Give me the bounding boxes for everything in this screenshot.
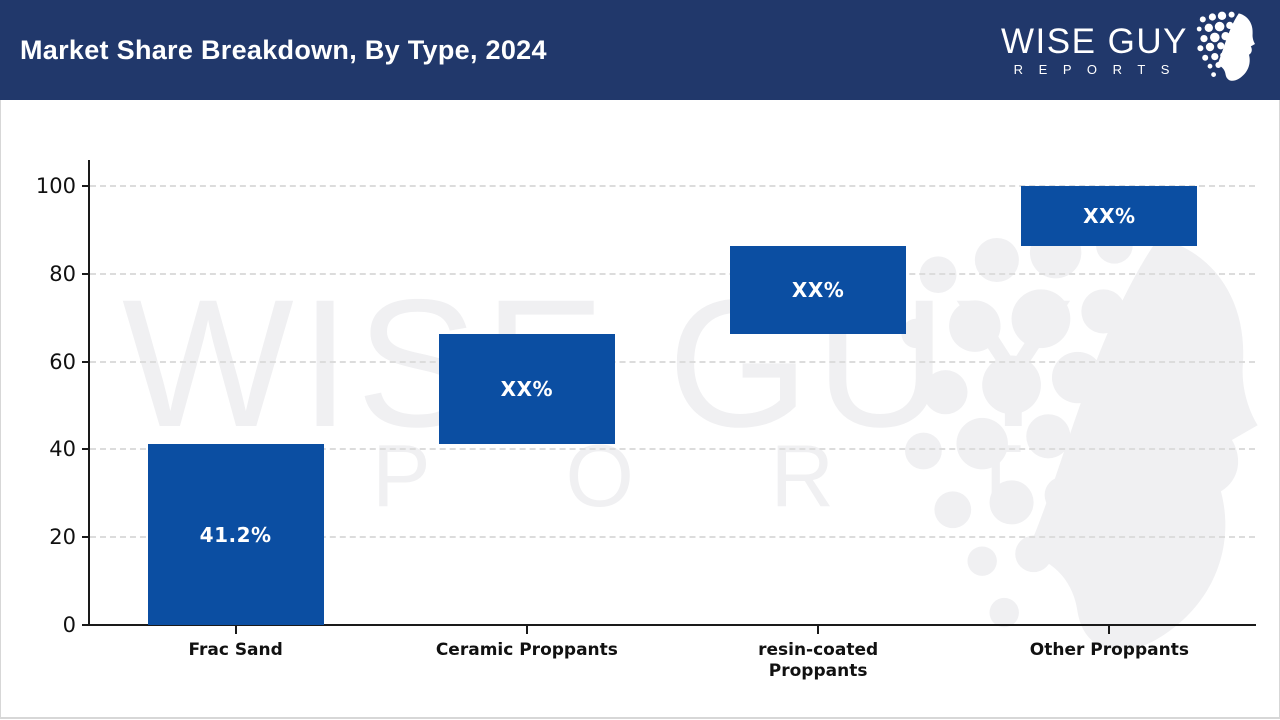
y-tick-40 [82,448,90,451]
gridline-60 [90,360,1255,363]
x-axis-line [88,624,1256,626]
x-tick-1 [234,626,237,634]
y-tick-20 [82,536,90,539]
bar-value-label: XX% [500,377,554,402]
gridline-20 [90,536,1255,539]
page-border-left [0,100,1,718]
y-axis-label-60: 60 [49,349,76,374]
page-border-bottom [0,717,1280,719]
x-axis-label: resin-coated Proppants [758,640,879,681]
header-bar: Market Share Breakdown, By Type, 2024 WI… [0,0,1280,100]
x-tick-4 [1108,626,1111,634]
bar-value-label: 41.2% [199,522,272,547]
gridline-80 [90,272,1255,275]
y-axis-line [88,160,90,626]
y-axis-label-0: 0 [62,613,76,637]
bar-4: XX% [1021,186,1198,246]
y-tick-0 [82,624,90,626]
bar-value-label: XX% [791,277,845,302]
x-tick-3 [817,626,820,634]
bar-2: XX% [438,333,615,445]
brand-wordmark: WISE GUY [1000,21,1188,61]
brand-reports-text: R E P O R T S [1013,61,1176,77]
bar-value-label: XX% [1083,203,1136,228]
page-title: Market Share Breakdown, By Type, 2024 [20,34,547,65]
gridline-100 [90,185,1255,187]
bar-1: 41.2% [147,444,324,625]
x-tick-2 [525,626,528,634]
y-axis-label-80: 80 [49,261,76,286]
y-tick-80 [82,272,90,275]
gridline-40 [90,448,1255,451]
y-axis-label-40: 40 [49,437,76,462]
bar-3: XX% [730,245,907,334]
x-axis-label: Frac Sand [188,640,283,660]
y-tick-60 [82,360,90,363]
brand-logo: WISE GUY R E P O R T S [1001,11,1258,89]
x-axis-label: Ceramic Proppants [435,640,618,660]
wiseguy-face-logo-icon [1196,11,1255,81]
y-axis-label-20: 20 [49,525,76,550]
y-axis-label-100: 100 [35,174,76,198]
y-tick-100 [82,185,90,187]
x-axis-label: Other Proppants [1029,640,1189,660]
